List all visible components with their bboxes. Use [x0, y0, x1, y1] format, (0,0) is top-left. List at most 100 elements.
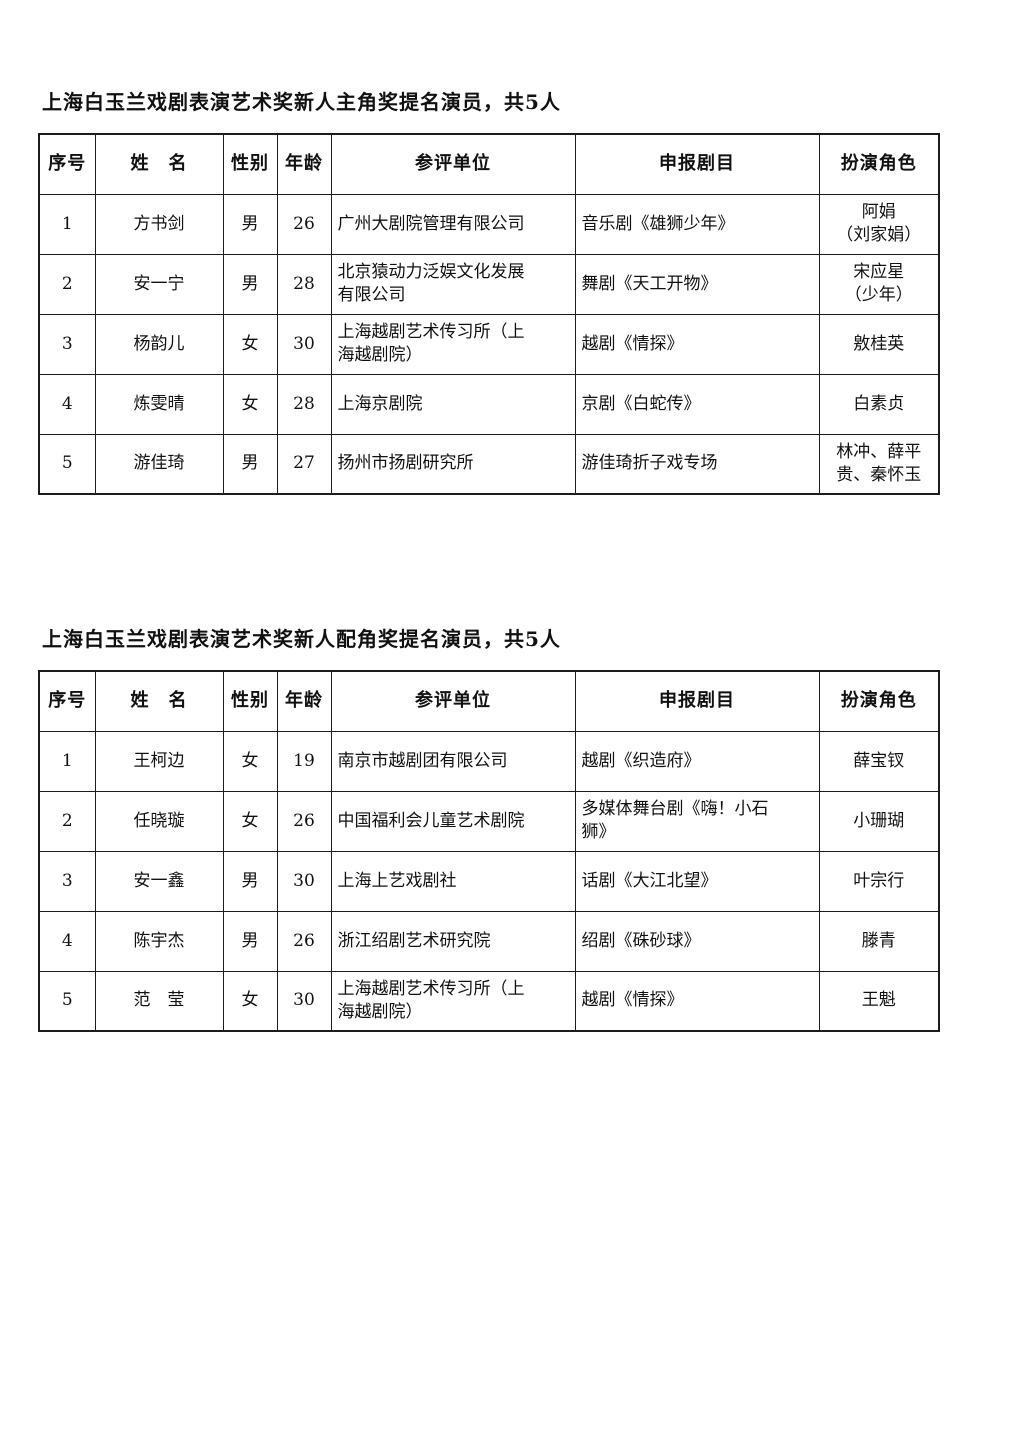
cell-name: 范 莹 [94, 970, 224, 1032]
cell-unit: 浙江绍剧艺术研究院 [330, 910, 576, 972]
cell-gender: 女 [222, 730, 278, 792]
cell-role: 白素贞 [818, 373, 940, 435]
table-header-row: 序号 姓 名 性别 年龄 参评单位 申报剧目 扮演角色 [38, 670, 940, 732]
cell-play: 越剧《织造府》 [574, 730, 820, 792]
cell-play: 音乐剧《雄狮少年》 [574, 193, 820, 255]
cell-play: 越剧《情探》 [574, 970, 820, 1032]
table-row: 3 杨韵儿 女 30 上海越剧艺术传习所（上 海越剧院） 越剧《情探》 敫桂英 [38, 313, 940, 375]
cell-age: 28 [276, 373, 332, 435]
cell-index: 3 [38, 850, 96, 912]
cell-unit: 上海越剧艺术传习所（上 海越剧院） [330, 313, 576, 375]
cell-name: 方书剑 [94, 193, 224, 255]
section-supporting-role-award: 上海白玉兰戏剧表演艺术奖新人配角奖提名演员，共5人 序号 姓 名 性别 年龄 参… [38, 623, 1024, 1032]
cell-index: 5 [38, 433, 96, 495]
cell-age: 19 [276, 730, 332, 792]
col-header-name: 姓 名 [94, 670, 224, 732]
cell-index: 2 [38, 253, 96, 315]
table-row: 5 范 莹 女 30 上海越剧艺术传习所（上 海越剧院） 越剧《情探》 王魁 [38, 970, 940, 1032]
cell-name: 安一宁 [94, 253, 224, 315]
cell-unit: 北京猿动力泛娱文化发展 有限公司 [330, 253, 576, 315]
cell-gender: 男 [222, 433, 278, 495]
cell-age: 30 [276, 313, 332, 375]
cell-index: 4 [38, 373, 96, 435]
cell-index: 3 [38, 313, 96, 375]
supporting-role-nominees-table: 序号 姓 名 性别 年龄 参评单位 申报剧目 扮演角色 1 王柯边 女 19 南… [38, 670, 940, 1032]
cell-index: 5 [38, 970, 96, 1032]
cell-gender: 女 [222, 373, 278, 435]
cell-unit: 扬州市扬剧研究所 [330, 433, 576, 495]
table-row: 4 陈宇杰 男 26 浙江绍剧艺术研究院 绍剧《硃砂球》 滕青 [38, 910, 940, 972]
cell-role: 叶宗行 [818, 850, 940, 912]
cell-play: 京剧《白蛇传》 [574, 373, 820, 435]
col-header-age: 年龄 [276, 133, 332, 195]
section-title: 上海白玉兰戏剧表演艺术奖新人配角奖提名演员，共5人 [42, 627, 561, 651]
table-row: 5 游佳琦 男 27 扬州市扬剧研究所 游佳琦折子戏专场 林冲、薛平 贵、秦怀玉 [38, 433, 940, 495]
cell-index: 2 [38, 790, 96, 852]
cell-gender: 女 [222, 790, 278, 852]
cell-name: 陈宇杰 [94, 910, 224, 972]
cell-play: 游佳琦折子戏专场 [574, 433, 820, 495]
cell-gender: 女 [222, 313, 278, 375]
cell-age: 26 [276, 193, 332, 255]
col-header-gender: 性别 [222, 670, 278, 732]
table-row: 1 方书剑 男 26 广州大剧院管理有限公司 音乐剧《雄狮少年》 阿娟 （刘家娟… [38, 193, 940, 255]
col-header-unit: 参评单位 [330, 133, 576, 195]
lead-role-nominees-table: 序号 姓 名 性别 年龄 参评单位 申报剧目 扮演角色 1 方书剑 男 26 广… [38, 133, 940, 495]
col-header-play: 申报剧目 [574, 670, 820, 732]
col-header-gender: 性别 [222, 133, 278, 195]
cell-role: 宋应星 （少年） [818, 253, 940, 315]
col-header-play: 申报剧目 [574, 133, 820, 195]
table-row: 4 炼雯晴 女 28 上海京剧院 京剧《白蛇传》 白素贞 [38, 373, 940, 435]
cell-gender: 女 [222, 970, 278, 1032]
cell-name: 安一鑫 [94, 850, 224, 912]
cell-name: 任晓璇 [94, 790, 224, 852]
cell-unit: 上海京剧院 [330, 373, 576, 435]
col-header-index: 序号 [38, 670, 96, 732]
col-header-role: 扮演角色 [818, 133, 940, 195]
cell-role: 小珊瑚 [818, 790, 940, 852]
cell-name: 王柯边 [94, 730, 224, 792]
cell-role: 阿娟 （刘家娟） [818, 193, 940, 255]
table-row: 3 安一鑫 男 30 上海上艺戏剧社 话剧《大江北望》 叶宗行 [38, 850, 940, 912]
cell-unit: 上海越剧艺术传习所（上 海越剧院） [330, 970, 576, 1032]
col-header-role: 扮演角色 [818, 670, 940, 732]
cell-role: 王魁 [818, 970, 940, 1032]
cell-age: 28 [276, 253, 332, 315]
col-header-age: 年龄 [276, 670, 332, 732]
col-header-unit: 参评单位 [330, 670, 576, 732]
cell-gender: 男 [222, 850, 278, 912]
cell-age: 27 [276, 433, 332, 495]
cell-play: 越剧《情探》 [574, 313, 820, 375]
cell-index: 4 [38, 910, 96, 972]
cell-age: 26 [276, 790, 332, 852]
col-header-name: 姓 名 [94, 133, 224, 195]
cell-play: 舞剧《天工开物》 [574, 253, 820, 315]
cell-role: 薛宝钗 [818, 730, 940, 792]
cell-role: 林冲、薛平 贵、秦怀玉 [818, 433, 940, 495]
cell-gender: 男 [222, 910, 278, 972]
cell-gender: 男 [222, 253, 278, 315]
cell-age: 26 [276, 910, 332, 972]
cell-unit: 上海上艺戏剧社 [330, 850, 576, 912]
cell-index: 1 [38, 730, 96, 792]
section-title: 上海白玉兰戏剧表演艺术奖新人主角奖提名演员，共5人 [42, 90, 561, 114]
cell-unit: 南京市越剧团有限公司 [330, 730, 576, 792]
table-row: 1 王柯边 女 19 南京市越剧团有限公司 越剧《织造府》 薛宝钗 [38, 730, 940, 792]
col-header-index: 序号 [38, 133, 96, 195]
cell-role: 滕青 [818, 910, 940, 972]
cell-unit: 广州大剧院管理有限公司 [330, 193, 576, 255]
table-row: 2 任晓璇 女 26 中国福利会儿童艺术剧院 多媒体舞台剧《嗨！小石 狮》 小珊… [38, 790, 940, 852]
cell-play: 话剧《大江北望》 [574, 850, 820, 912]
cell-gender: 男 [222, 193, 278, 255]
cell-age: 30 [276, 850, 332, 912]
cell-name: 游佳琦 [94, 433, 224, 495]
cell-age: 30 [276, 970, 332, 1032]
cell-play: 绍剧《硃砂球》 [574, 910, 820, 972]
cell-index: 1 [38, 193, 96, 255]
cell-unit: 中国福利会儿童艺术剧院 [330, 790, 576, 852]
table-row: 2 安一宁 男 28 北京猿动力泛娱文化发展 有限公司 舞剧《天工开物》 宋应星… [38, 253, 940, 315]
cell-role: 敫桂英 [818, 313, 940, 375]
section-lead-role-award: 上海白玉兰戏剧表演艺术奖新人主角奖提名演员，共5人 序号 姓 名 性别 年龄 参… [38, 86, 1024, 495]
table-header-row: 序号 姓 名 性别 年龄 参评单位 申报剧目 扮演角色 [38, 133, 940, 195]
